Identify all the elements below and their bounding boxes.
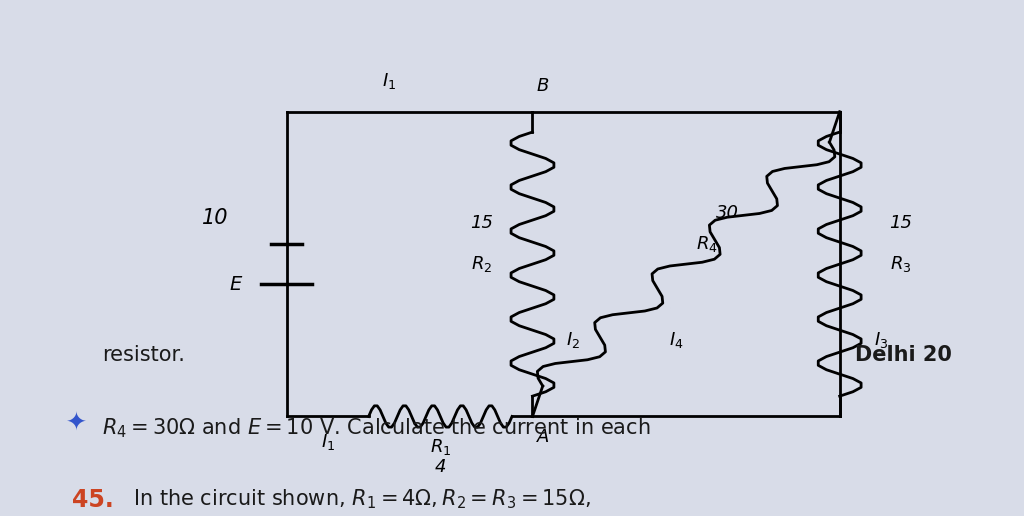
Text: A: A [537, 428, 549, 446]
Text: $R_1$: $R_1$ [430, 437, 451, 457]
Text: Delhi 20: Delhi 20 [855, 345, 952, 365]
Text: resistor.: resistor. [102, 345, 185, 365]
Text: 45.: 45. [72, 488, 114, 511]
Text: $I_3$: $I_3$ [873, 330, 888, 350]
Text: E: E [229, 275, 242, 294]
Text: 30: 30 [716, 204, 738, 222]
Text: $I_1$: $I_1$ [382, 71, 396, 91]
Text: B: B [537, 77, 549, 95]
Text: 10: 10 [202, 208, 228, 229]
Text: 15: 15 [890, 215, 912, 233]
Text: ✦: ✦ [67, 411, 87, 436]
Text: $I_1$: $I_1$ [321, 432, 335, 452]
Text: $I_4$: $I_4$ [669, 330, 683, 350]
Text: 4: 4 [434, 458, 446, 476]
Text: $R_3$: $R_3$ [891, 254, 911, 274]
Text: In the circuit shown, $R_1=4\Omega, R_2=R_3=15\Omega,$: In the circuit shown, $R_1=4\Omega, R_2=… [133, 488, 591, 511]
Text: $I_2$: $I_2$ [566, 330, 581, 350]
Text: $R_2$: $R_2$ [471, 254, 492, 274]
Text: 15: 15 [470, 215, 493, 233]
Text: $R_4=30\Omega$ and $E=10$ V. Calculate the current in each: $R_4=30\Omega$ and $E=10$ V. Calculate t… [102, 416, 651, 440]
Text: $R_4$: $R_4$ [695, 234, 718, 254]
